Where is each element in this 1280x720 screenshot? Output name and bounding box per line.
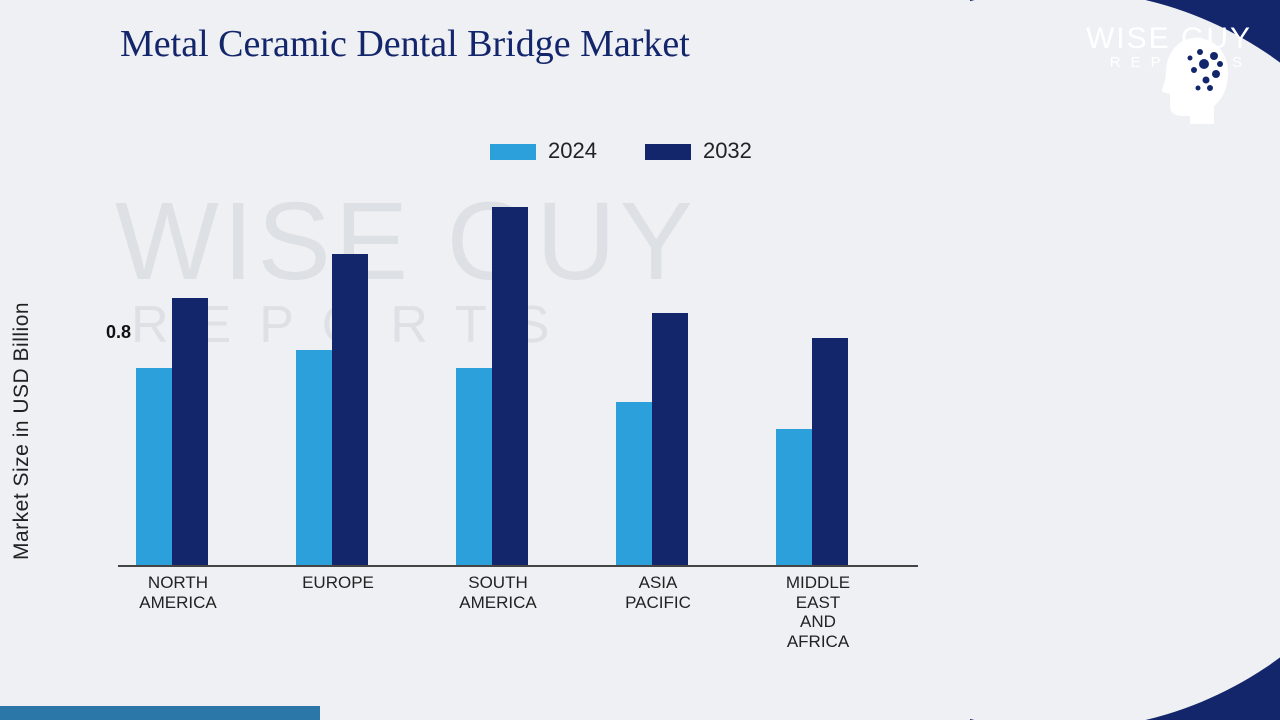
brand-head-icon bbox=[1156, 34, 1236, 124]
bar-2024 bbox=[456, 368, 492, 566]
bar-2024 bbox=[616, 402, 652, 565]
decor-bottom-bar bbox=[0, 706, 320, 720]
x-axis-label: SOUTHAMERICA bbox=[428, 565, 568, 612]
brand-logo: WISE GUY REPORTS bbox=[992, 22, 1252, 71]
bar-2024 bbox=[776, 429, 812, 565]
legend-swatch-2024 bbox=[490, 144, 536, 160]
bar-2032 bbox=[812, 338, 848, 565]
legend-label-2024: 2024 bbox=[548, 138, 597, 163]
legend-swatch-2032 bbox=[645, 144, 691, 160]
bar-2032 bbox=[172, 298, 208, 565]
data-label: 0.8 bbox=[106, 322, 131, 345]
x-axis-label: NORTHAMERICA bbox=[108, 565, 248, 612]
plot-area: NORTHAMERICA0.8EUROPESOUTHAMERICAASIAPAC… bbox=[118, 172, 918, 567]
x-axis-label: ASIAPACIFIC bbox=[588, 565, 728, 612]
x-axis-label: MIDDLEEASTANDAFRICA bbox=[748, 565, 888, 651]
chart-title: Metal Ceramic Dental Bridge Market bbox=[120, 22, 690, 66]
bar-2032 bbox=[492, 207, 528, 565]
bar-2024 bbox=[296, 350, 332, 565]
bar-2032 bbox=[652, 313, 688, 565]
bar-2024 bbox=[136, 368, 172, 566]
x-axis-label: EUROPE bbox=[268, 565, 408, 593]
legend-item-2024: 2024 bbox=[490, 138, 597, 164]
y-axis-label: Market Size in USD Billion bbox=[10, 302, 34, 560]
legend-item-2032: 2032 bbox=[645, 138, 752, 164]
bar-2032 bbox=[332, 254, 368, 565]
legend-label-2032: 2032 bbox=[703, 138, 752, 163]
legend: 2024 2032 bbox=[490, 138, 752, 164]
canvas: WISE GUY REPORTS WISE GUY REPORTS Metal … bbox=[0, 0, 1280, 720]
